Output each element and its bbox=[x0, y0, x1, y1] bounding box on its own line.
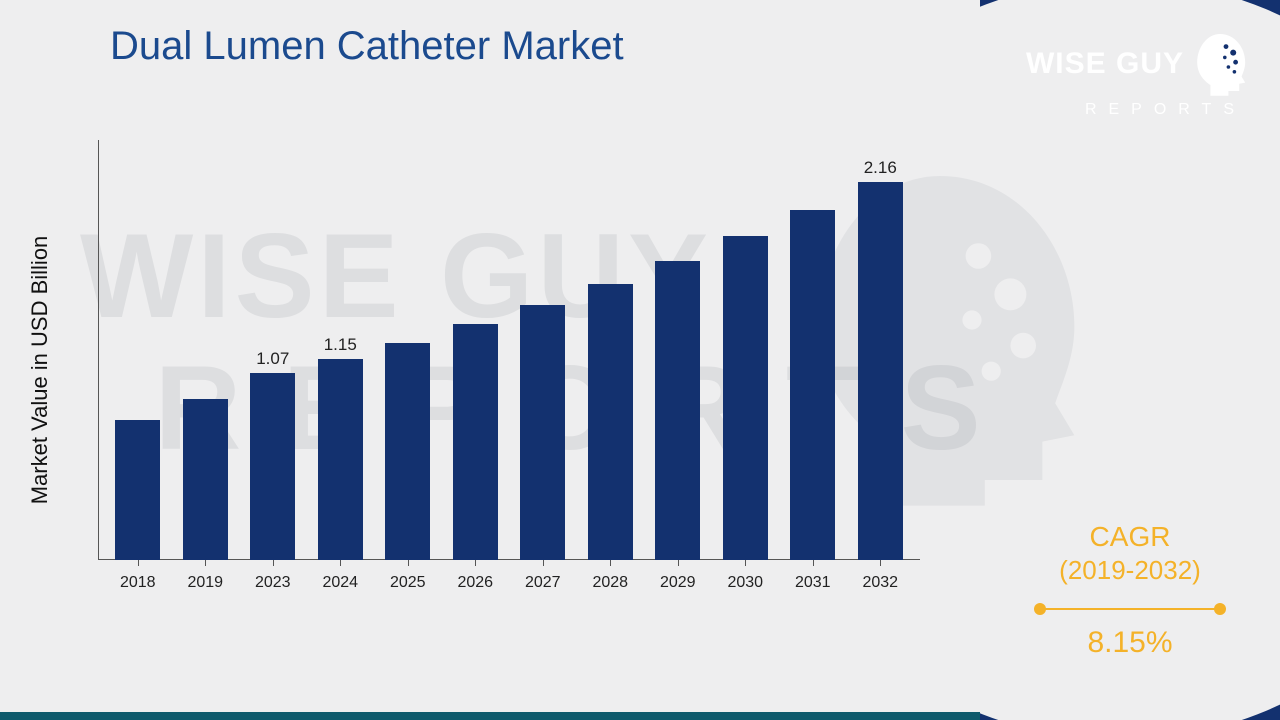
x-axis-label: 2030 bbox=[712, 574, 780, 592]
bar-value-label: 1.07 bbox=[256, 349, 289, 369]
x-axis-label: 2019 bbox=[172, 574, 240, 592]
bar bbox=[183, 399, 228, 560]
x-tick bbox=[138, 560, 139, 566]
x-tick bbox=[813, 560, 814, 566]
bar bbox=[385, 343, 430, 560]
x-tick bbox=[745, 560, 746, 566]
bar bbox=[520, 305, 565, 561]
bar-value-label: 1.15 bbox=[324, 335, 357, 355]
cagr-value: 8.15% bbox=[1020, 626, 1240, 660]
plot-area: 1.07 1.15 2.16 bbox=[98, 140, 920, 560]
x-axis-label: 2023 bbox=[239, 574, 307, 592]
bar bbox=[723, 236, 768, 560]
x-axis-label: 2028 bbox=[577, 574, 645, 592]
bar-slot bbox=[779, 140, 847, 560]
x-tick bbox=[610, 560, 611, 566]
bar bbox=[115, 420, 160, 560]
bar bbox=[250, 373, 295, 560]
logo-line1: WISE GUY bbox=[1026, 49, 1184, 79]
x-axis-label: 2026 bbox=[442, 574, 510, 592]
bar-slot bbox=[442, 140, 510, 560]
x-axis-label: 2029 bbox=[644, 574, 712, 592]
cagr-divider bbox=[1040, 608, 1220, 610]
bar bbox=[588, 284, 633, 561]
bottom-accent-bar bbox=[0, 712, 980, 720]
x-axis-label: 2024 bbox=[307, 574, 375, 592]
bar bbox=[318, 359, 363, 560]
x-axis-label: 2031 bbox=[779, 574, 847, 592]
y-axis-label: Market Value in USD Billion bbox=[27, 236, 53, 505]
bar-slot bbox=[644, 140, 712, 560]
bar-slot: 1.07 bbox=[239, 140, 307, 560]
chart-title: Dual Lumen Catheter Market bbox=[110, 24, 624, 69]
x-tick bbox=[678, 560, 679, 566]
bar-slot bbox=[374, 140, 442, 560]
brand-logo: WISE GUY REPORTS bbox=[1026, 30, 1250, 118]
page-root: WISE GUY R E P O R T S Dual Lumen Cathet… bbox=[0, 0, 1280, 720]
cagr-block: CAGR (2019-2032) 8.15% bbox=[1020, 521, 1240, 660]
bar-slot bbox=[509, 140, 577, 560]
x-tick bbox=[408, 560, 409, 566]
x-axis-label: 2027 bbox=[509, 574, 577, 592]
x-tick bbox=[205, 560, 206, 566]
bar-slot: 1.15 bbox=[307, 140, 375, 560]
x-tick bbox=[543, 560, 544, 566]
logo-head-icon bbox=[1190, 30, 1250, 98]
x-labels-container: 2018201920232024202520262027202820292030… bbox=[98, 574, 920, 592]
x-tick bbox=[475, 560, 476, 566]
bar-slot bbox=[172, 140, 240, 560]
bar-slot: 2.16 bbox=[847, 140, 915, 560]
x-tick bbox=[880, 560, 881, 566]
cagr-label: CAGR bbox=[1020, 521, 1240, 553]
x-axis-label: 2025 bbox=[374, 574, 442, 592]
bar-slot bbox=[577, 140, 645, 560]
bar-value-label: 2.16 bbox=[864, 158, 897, 178]
bar bbox=[790, 210, 835, 560]
x-tick bbox=[340, 560, 341, 566]
bar-chart: Market Value in USD Billion 1.071.152.16… bbox=[50, 140, 920, 600]
bar-slot bbox=[104, 140, 172, 560]
bar bbox=[453, 324, 498, 560]
bars-container: 1.07 1.15 2.16 bbox=[98, 140, 920, 560]
x-axis-label: 2018 bbox=[104, 574, 172, 592]
bar bbox=[858, 182, 903, 560]
bar bbox=[655, 261, 700, 560]
x-tick bbox=[273, 560, 274, 566]
x-axis-label: 2032 bbox=[847, 574, 915, 592]
bar-slot bbox=[712, 140, 780, 560]
logo-line2: REPORTS bbox=[1026, 102, 1250, 118]
cagr-range: (2019-2032) bbox=[1020, 555, 1240, 586]
